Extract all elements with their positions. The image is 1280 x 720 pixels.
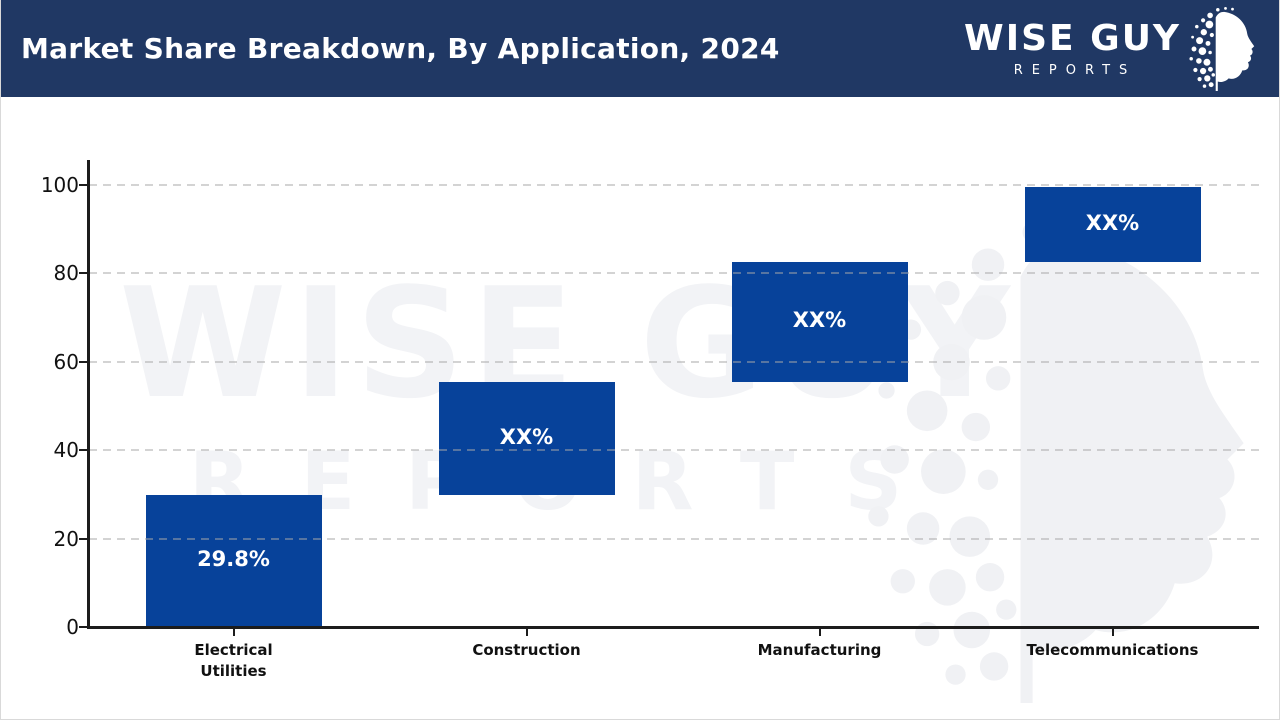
x-tick bbox=[818, 629, 821, 636]
logo-subtitle: REPORTS bbox=[1013, 62, 1137, 78]
y-tick-label: 20 bbox=[53, 526, 79, 551]
y-tick bbox=[79, 184, 87, 186]
logo-text: WISE GUY REPORTS bbox=[963, 17, 1181, 78]
y-axis-line bbox=[87, 160, 90, 629]
y-tick-label: 60 bbox=[53, 349, 79, 374]
y-tick bbox=[79, 537, 87, 540]
x-axis-line bbox=[87, 626, 1259, 629]
x-category-label-line: Manufacturing bbox=[757, 641, 882, 659]
watermark-head-icon bbox=[868, 216, 1244, 703]
x-category-label-line: Construction bbox=[472, 641, 581, 659]
x-category-label: Construction bbox=[380, 640, 673, 661]
y-tick bbox=[79, 272, 87, 275]
gridline bbox=[89, 272, 1259, 275]
wiseguy-logo: WISE GUY REPORTS bbox=[963, 6, 1257, 91]
bar bbox=[145, 495, 322, 627]
x-category-label: Telecommunications bbox=[966, 640, 1259, 661]
x-category-label-line: Utilities bbox=[200, 662, 267, 680]
x-tick bbox=[1111, 629, 1114, 636]
y-tick-label: 0 bbox=[66, 615, 79, 639]
x-category-label-line: Electrical bbox=[194, 641, 273, 659]
page-title: Market Share Breakdown, By Application, … bbox=[21, 32, 780, 65]
gridline bbox=[89, 360, 1259, 363]
x-category-label: Electrical Utilities bbox=[87, 640, 380, 682]
x-category-label-line: Telecommunications bbox=[1026, 641, 1199, 659]
y-tick-label: 40 bbox=[53, 438, 79, 463]
bar-value-label: XX% bbox=[1085, 210, 1140, 235]
y-tick-label: 100 bbox=[40, 173, 79, 197]
bar bbox=[438, 382, 615, 496]
y-tick bbox=[79, 360, 87, 363]
bar-value-label: 29.8% bbox=[197, 547, 270, 572]
logo-wordmark: WISE GUY bbox=[963, 17, 1181, 59]
x-category-label: Manufacturing bbox=[673, 640, 966, 661]
bar-value-label: XX% bbox=[499, 424, 554, 449]
y-tick bbox=[79, 626, 87, 628]
x-tick bbox=[525, 629, 528, 636]
bar bbox=[1024, 187, 1201, 262]
x-tick bbox=[232, 629, 235, 636]
head-profile-icon bbox=[1189, 6, 1255, 91]
header-bar: Market Share Breakdown, By Application, … bbox=[1, 0, 1279, 97]
bar-value-label: XX% bbox=[792, 308, 847, 333]
gridline bbox=[89, 449, 1259, 452]
y-tick bbox=[79, 449, 87, 452]
gridline bbox=[89, 184, 1259, 186]
gridline bbox=[89, 537, 1259, 540]
y-tick-label: 80 bbox=[53, 261, 79, 286]
